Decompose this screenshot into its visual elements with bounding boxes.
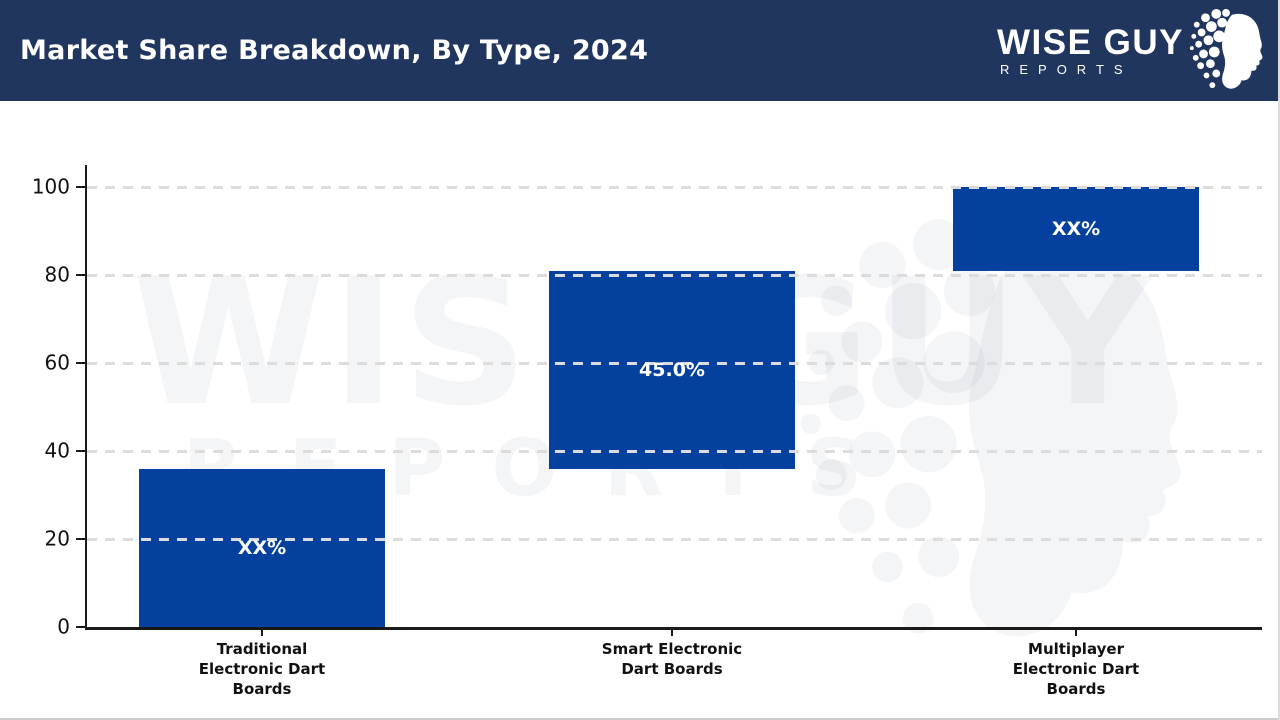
gridline-60 [87,362,1262,365]
bar [139,468,385,627]
x-tick [1075,630,1077,636]
y-tick-label: 80 [44,262,70,287]
category-label: Multiplayer Electronic Dart Boards [1012,640,1140,698]
bottom-border [0,718,1278,720]
bar [549,270,795,469]
logo-wordmark: WISE GUY [996,23,1184,62]
bar [953,187,1199,271]
y-tick-0 [76,626,85,628]
x-tick [671,630,673,636]
y-tick-60 [76,362,85,364]
y-tick-100 [76,186,85,188]
plot-area: 0 20 40 60 80 100 XX% Traditional Electronic Da… [0,101,1278,718]
y-tick-label: 60 [44,350,70,375]
category-label: Smart Electronic Dart Boards [601,640,743,678]
y-tick-80 [76,274,85,276]
wiseguy-logo: WISE GUY REPORTS [997,8,1266,93]
x-tick [261,630,263,636]
logo-text: WISE GUY REPORTS [997,25,1184,76]
y-tick-label: 40 [44,438,70,463]
y-tick-label: 100 [31,174,70,199]
x-axis-spine [85,627,1262,630]
chart-title: Market Share Breakdown, By Type, 2024 [20,35,649,66]
gridline-40 [87,450,1262,453]
gridline-80 [87,274,1262,277]
header-banner: Market Share Breakdown, By Type, 2024 WI… [0,0,1278,101]
y-tick-20 [76,538,85,540]
chart-area: WISE GUY REPORTS 020406080100XX%Traditio… [0,101,1278,718]
y-tick-label: 20 [44,526,70,551]
bar-value-label: 45.0% [639,358,705,381]
bar-value-label: XX% [237,536,287,559]
y-tick-label: 0 [57,614,70,639]
bar-value-label: XX% [1051,217,1101,240]
logo-face-icon [1189,8,1263,89]
category-label: Traditional Electronic Dart Boards [198,640,326,698]
gridline-100 [87,186,1262,189]
gridline-20 [87,538,1262,541]
y-tick-40 [76,450,85,452]
logo-subtitle: REPORTS [999,62,1133,77]
y-axis-spine [85,165,87,630]
